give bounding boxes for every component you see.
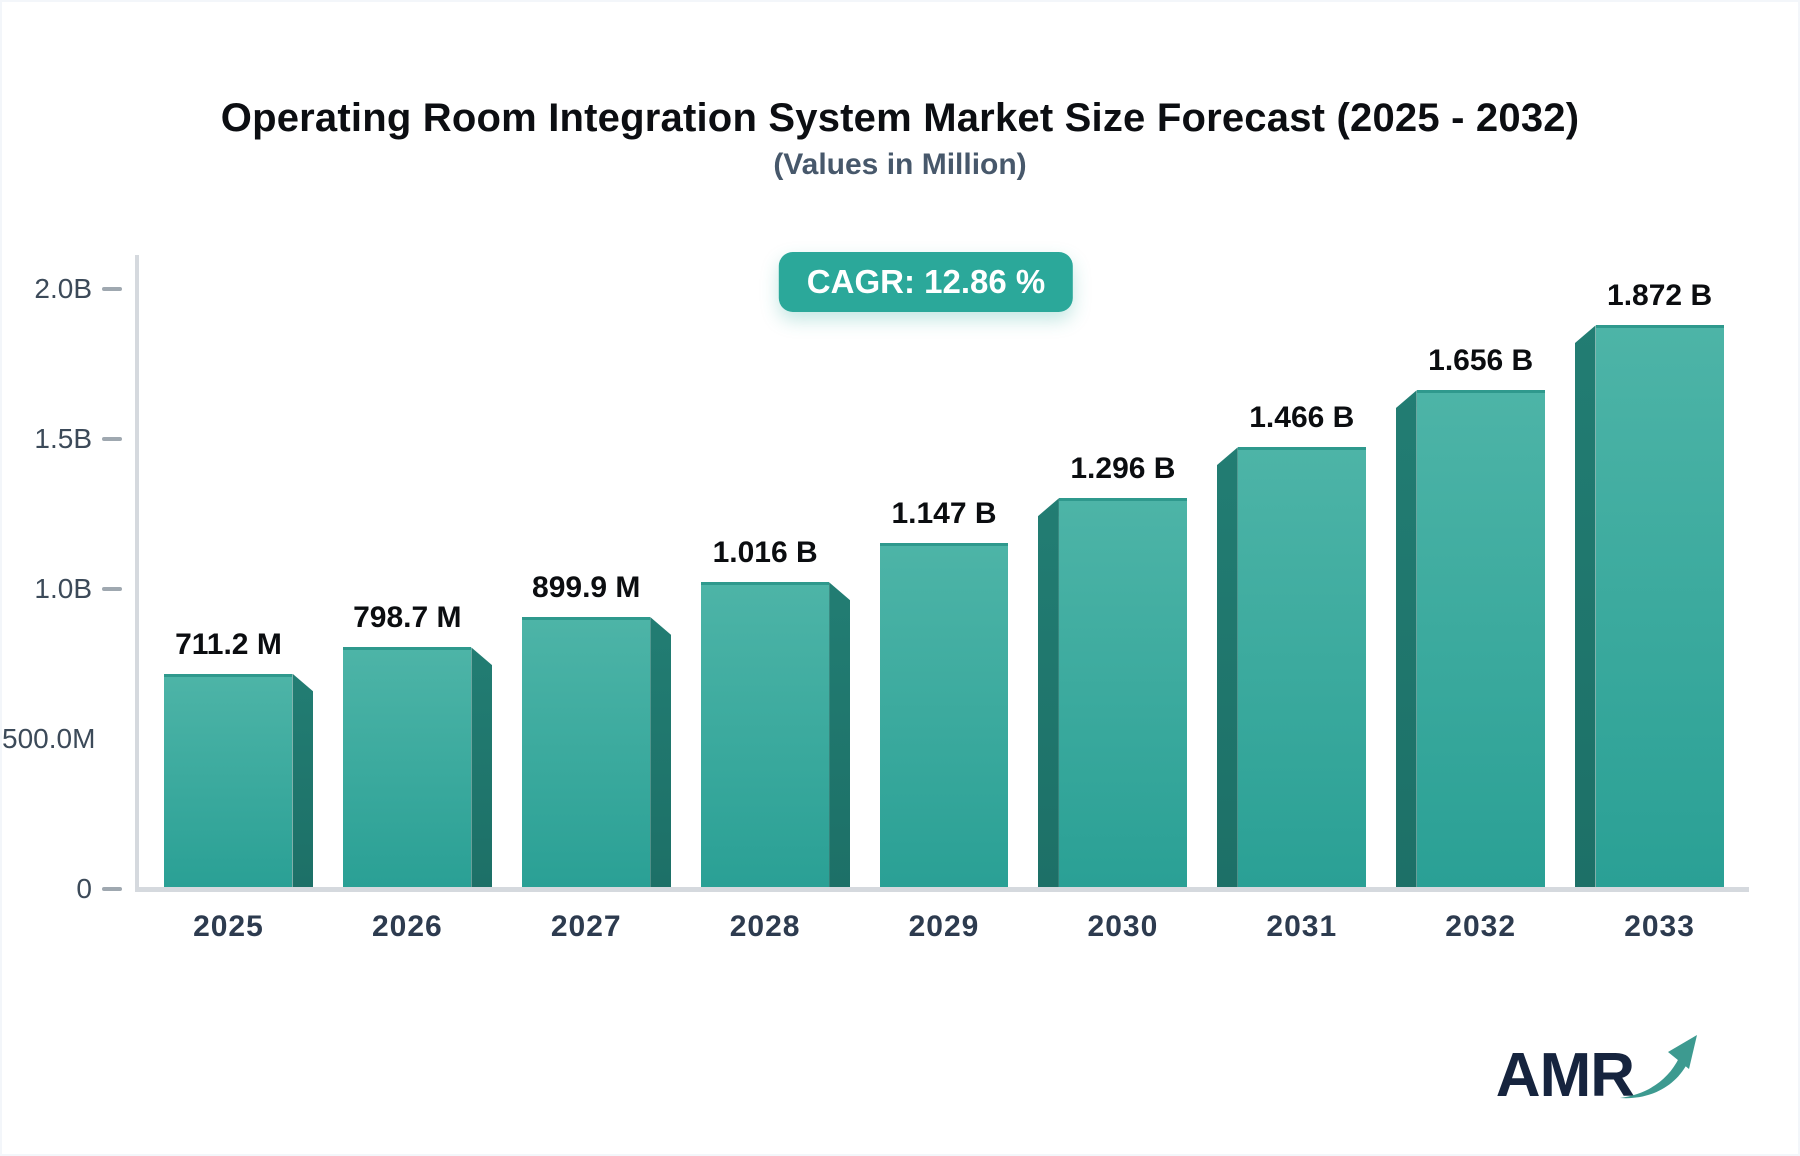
bar-slot-2033: 1.872 B <box>1570 279 1749 887</box>
chart-title: Operating Room Integration System Market… <box>220 96 1580 140</box>
bar-value-label-2027: 899.9 M <box>532 571 641 605</box>
y-tick-dash <box>102 287 122 291</box>
x-tick-label-2032: 2032 <box>1445 910 1517 943</box>
bar-3d-side-2030 <box>1037 498 1059 887</box>
bar-2032 <box>1395 390 1545 887</box>
y-tick-dash <box>102 587 122 591</box>
bar-value-label-2032: 1.656 B <box>1428 344 1534 378</box>
bar-value-label-2031: 1.466 B <box>1249 401 1355 435</box>
bar-2033 <box>1574 325 1724 887</box>
cagr-badge: CAGR: 12.86 % <box>778 252 1074 312</box>
bar-2031 <box>1216 447 1366 887</box>
bar-slot-2031: 1.466 B <box>1212 401 1391 887</box>
bar-value-label-2033: 1.872 B <box>1607 279 1713 313</box>
bar-3d-side-2032 <box>1395 390 1417 887</box>
x-tick-label-2027: 2027 <box>550 910 622 943</box>
plot-area: 711.2 M 798.7 M 899.9 M 1.016 B 1.147 B 1.296… <box>135 255 1749 892</box>
y-tick-dash <box>102 437 122 441</box>
x-tick-label-2030: 2030 <box>1087 910 1159 943</box>
bar-slot-2029: 1.147 B <box>855 497 1034 887</box>
bar-3d-side-2025 <box>292 673 314 887</box>
growth-arrow-icon <box>1620 1035 1697 1099</box>
bar-2026 <box>343 647 493 887</box>
amr-logo-text: AMR <box>1495 1041 1635 1110</box>
amr-logo: AMR <box>1495 1032 1698 1110</box>
y-tick-dash <box>102 887 122 891</box>
bar-3d-side-2028 <box>829 582 851 887</box>
bar-slot-2028: 1.016 B <box>676 536 855 887</box>
y-tick-label-0: 0 <box>76 873 92 904</box>
y-tick-label-1.5B: 1.5B <box>34 423 92 454</box>
x-tick-label-2028: 2028 <box>729 910 801 943</box>
bar-3d-side-2031 <box>1216 447 1238 887</box>
bar-slot-2025: 711.2 M <box>139 628 318 887</box>
bar-3d-side-2027 <box>650 617 672 887</box>
chart-subtitle: (Values in Million) <box>773 148 1027 181</box>
bar-value-label-2025: 711.2 M <box>175 627 282 661</box>
y-tick-label-500.0M: 500.0M <box>2 723 96 754</box>
bar-slot-2030: 1.296 B <box>1033 452 1212 887</box>
bar-2027 <box>522 617 672 887</box>
bar-slot-2032: 1.656 B <box>1391 344 1570 887</box>
bar-2029 <box>880 542 1008 887</box>
bar-series: 711.2 M 798.7 M 899.9 M 1.016 B 1.147 B 1.296… <box>139 255 1749 887</box>
bar-value-label-2026: 798.7 M <box>353 601 462 635</box>
bar-2028 <box>701 582 851 887</box>
x-tick-label-2031: 2031 <box>1266 910 1338 943</box>
x-tick-label-2033: 2033 <box>1624 910 1695 943</box>
y-tick-label-1.0B: 1.0B <box>34 573 92 604</box>
bar-3d-side-2026 <box>471 647 493 887</box>
x-axis-labels: 2025 2026 2027 2028 2029 2030 2031 2032 2033 <box>139 910 1749 944</box>
bar-2025 <box>164 673 314 887</box>
bar-value-label-2028: 1.016 B <box>712 536 818 570</box>
x-tick-label-2025: 2025 <box>193 910 264 943</box>
bar-value-label-2030: 1.296 B <box>1070 452 1176 486</box>
bar-value-label-2029: 1.147 B <box>891 496 997 530</box>
bar-slot-2027: 899.9 M <box>497 571 676 887</box>
y-tick-label-2.0B: 2.0B <box>34 273 92 304</box>
bar-slot-2026: 798.7 M <box>318 601 497 887</box>
bar-2030 <box>1037 498 1187 887</box>
x-tick-label-2029: 2029 <box>908 910 980 943</box>
bar-3d-side-2033 <box>1574 325 1596 887</box>
x-tick-label-2026: 2026 <box>371 910 443 943</box>
